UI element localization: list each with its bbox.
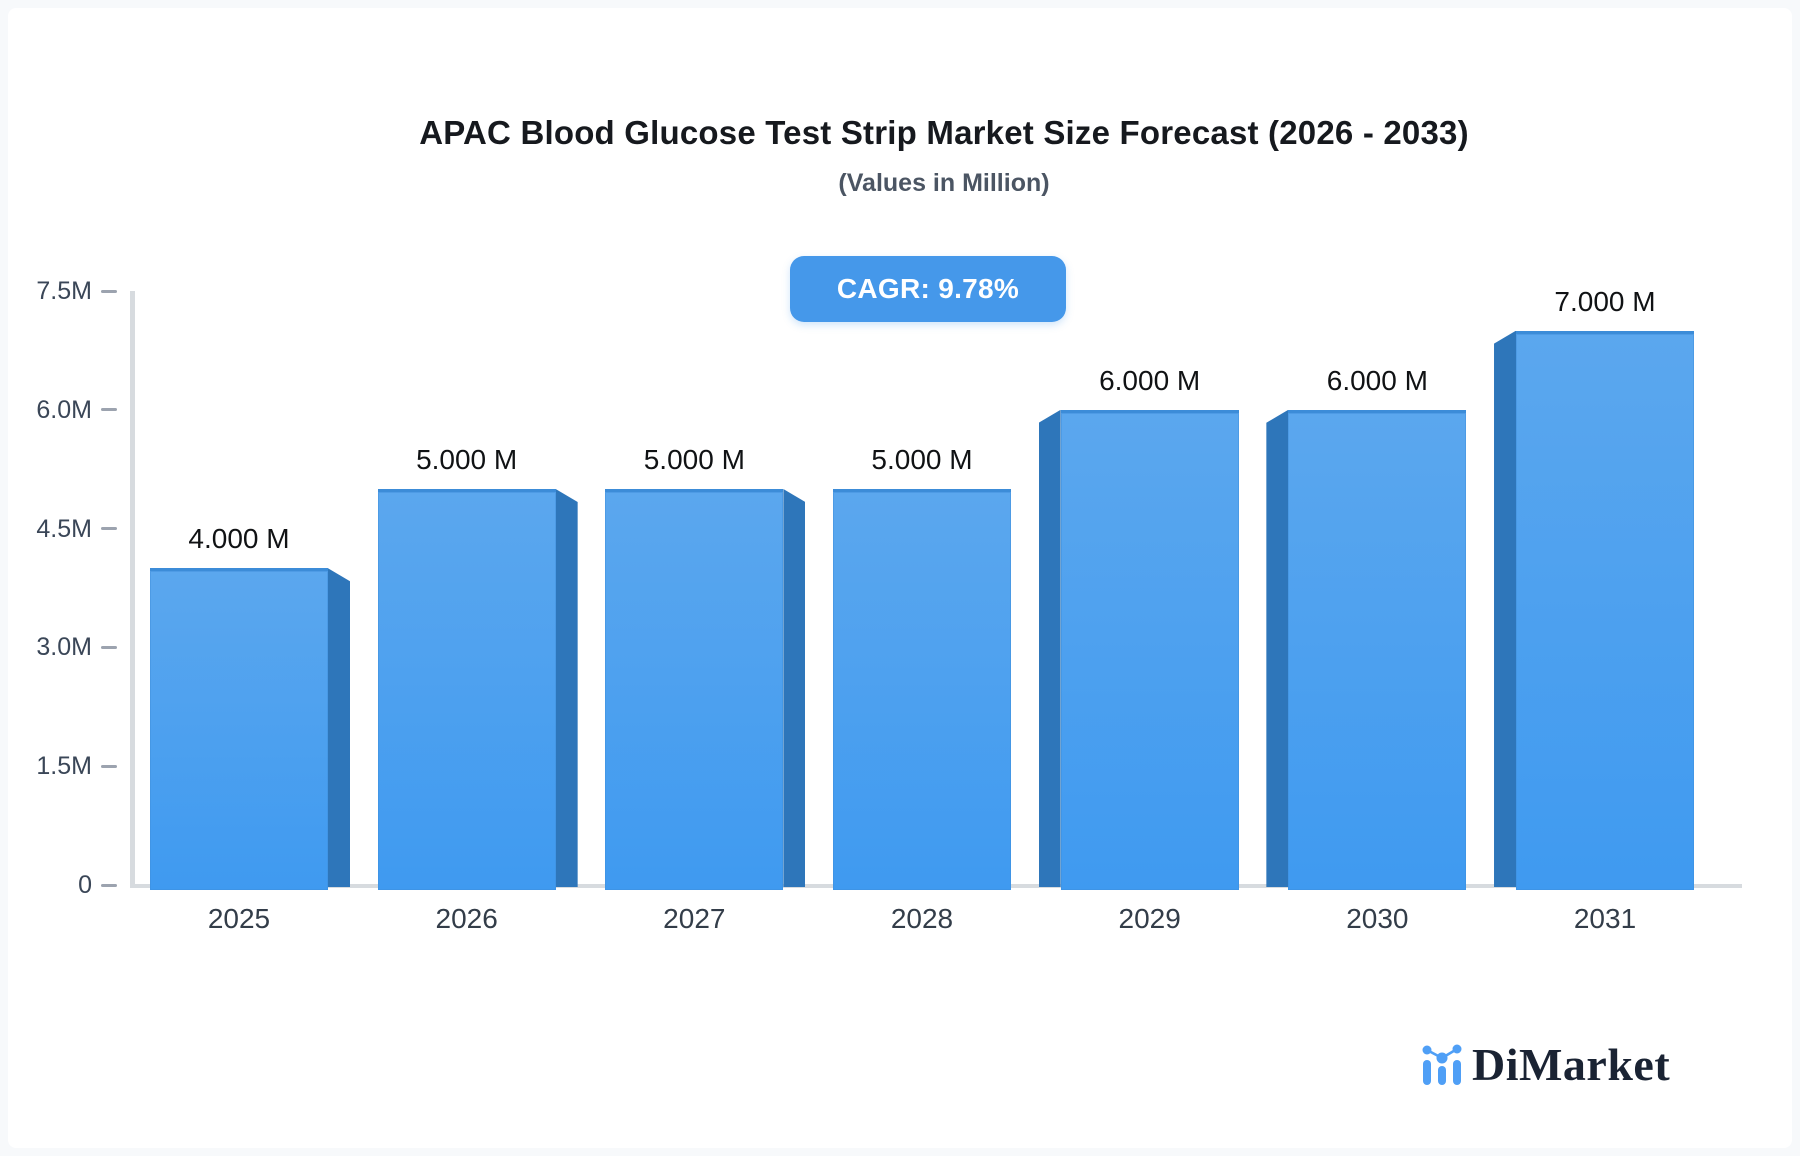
cagr-badge-label: CAGR: 9.78% (836, 273, 1020, 304)
chart-card: APAC Blood Glucose Test Strip Market Siz… (8, 8, 1792, 1148)
chart-header: APAC Blood Glucose Test Strip Market Siz… (138, 112, 1750, 198)
brand-name: DiMarket (1472, 1039, 1671, 1090)
bar-line-chart-icon (1422, 1044, 1462, 1085)
chart-title: APAC Blood Glucose Test Strip Market Siz… (419, 114, 1469, 151)
chart-subtitle: (Values in Million) (838, 169, 1050, 197)
brand-logo: DiMarket (1414, 1036, 1714, 1092)
cagr-badge: CAGR: 9.78% (790, 256, 1066, 322)
